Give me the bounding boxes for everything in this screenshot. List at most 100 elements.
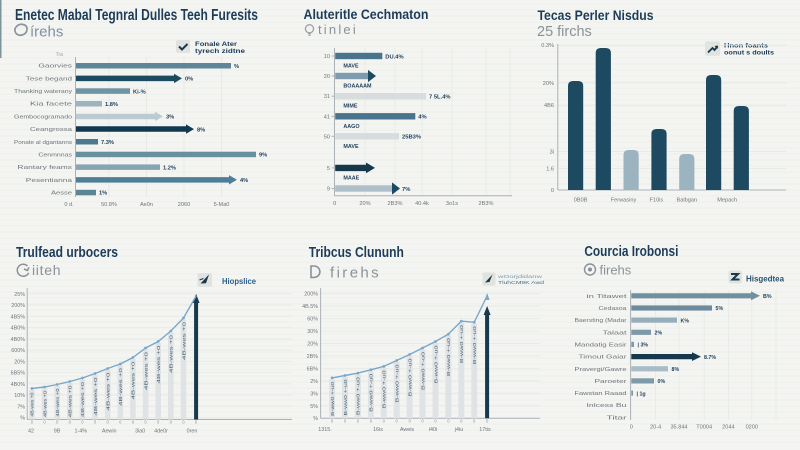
- svg-text:60%: 60%: [307, 317, 318, 323]
- svg-text:Kia facete: Kia facete: [30, 102, 72, 108]
- svg-text:| 3%: | 3%: [638, 343, 649, 349]
- svg-text:T0004: T0004: [696, 425, 712, 431]
- svg-text:Fonale Ater: Fonale Ater: [195, 42, 238, 48]
- svg-text:1%: 1%: [99, 191, 107, 197]
- svg-text:0: 0: [447, 419, 450, 424]
- svg-text:25B3%: 25B3%: [402, 135, 421, 141]
- svg-text:4B0%: 4B0%: [11, 326, 26, 332]
- svg-text:B%: B%: [763, 294, 772, 300]
- svg-text:40.4k: 40.4k: [415, 201, 429, 207]
- svg-text:B-ww0 +-u0: B-ww0 +-u0: [343, 379, 348, 416]
- svg-text:2%: 2%: [310, 379, 318, 385]
- svg-text:4B-wes +0: 4B-wes +0: [156, 345, 161, 384]
- svg-text:6B5%: 6B5%: [11, 371, 26, 377]
- svg-text:1.2%: 1.2%: [163, 165, 176, 171]
- svg-text:0B0B: 0B0B: [574, 198, 588, 204]
- svg-text:4B-wes +0: 4B-wes +0: [106, 372, 111, 411]
- svg-text:1315.: 1315.: [318, 427, 332, 433]
- svg-text:írehs: írehs: [30, 24, 63, 41]
- svg-text:3ia0: 3ia0: [135, 429, 145, 435]
- svg-text:B-ww0 +-u0: B-ww0 +-u0: [459, 324, 464, 363]
- svg-text:TluhCM9K Awd: TluhCM9K Awd: [498, 280, 545, 285]
- svg-text:Hnon foants: Hnon foants: [724, 44, 769, 50]
- svg-text:4B-wes +0: 4B-wes +0: [68, 385, 73, 418]
- svg-text:8.7%: 8.7%: [704, 355, 716, 361]
- svg-text:41: 41: [324, 114, 330, 120]
- svg-text:BOAAAAM: BOAAAAM: [343, 84, 372, 90]
- svg-text:25 firchs: 25 firchs: [537, 24, 592, 40]
- svg-text:0: 0: [370, 419, 373, 424]
- svg-text:2%: 2%: [655, 330, 663, 336]
- svg-text:Thanking waterany: Thanking waterany: [14, 89, 72, 95]
- svg-text:Aesse: Aesse: [51, 191, 72, 197]
- svg-text:B-ww0 +-u0: B-ww0 +-u0: [407, 358, 412, 397]
- svg-text:Gembocogramado: Gembocogramado: [14, 114, 72, 120]
- svg-text:Enetec Mabal Tegnral Dulles Te: Enetec Mabal Tegnral Dulles Teeh Furesit…: [15, 7, 258, 24]
- svg-text:0: 0: [434, 419, 437, 424]
- svg-text:0: 0: [486, 419, 489, 424]
- svg-text:Inlcess Bu: Inlcess Bu: [587, 403, 627, 409]
- svg-text:0: 0: [421, 419, 424, 424]
- svg-text:0: 0: [43, 420, 46, 425]
- svg-text:MAVE: MAVE: [343, 144, 359, 150]
- svg-text:7.3%: 7.3%: [101, 140, 114, 146]
- svg-text:Aweis: Aweis: [400, 427, 415, 433]
- svg-text:0: 0: [331, 419, 334, 424]
- svg-text:0: 0: [195, 420, 198, 425]
- svg-text:B-ww0 +-u0: B-ww0 +-u0: [472, 326, 477, 365]
- svg-text:4B0%: 4B0%: [11, 382, 26, 388]
- svg-text:Rantary feams: Rantary feams: [17, 165, 72, 171]
- svg-text:B-ww0 +-u0: B-ww0 +-u0: [330, 381, 335, 416]
- svg-text:firehs: firehs: [330, 265, 381, 282]
- svg-text:F10is: F10is: [650, 198, 664, 204]
- svg-text:Tese begand: Tese begand: [26, 76, 72, 82]
- svg-text:i40i: i40i: [429, 427, 437, 433]
- svg-text:wOorjdidanw: wOorjdidanw: [498, 274, 543, 279]
- svg-text:3%: 3%: [310, 391, 318, 397]
- svg-text:10: 10: [324, 54, 330, 60]
- svg-text:600%: 600%: [11, 348, 25, 354]
- svg-text:4B-wes +0: 4B-wes +0: [42, 390, 47, 417]
- svg-text:%: %: [234, 64, 239, 70]
- svg-text:Ponate al dgantanns: Ponate al dgantanns: [14, 140, 72, 146]
- svg-text:20%: 20%: [543, 81, 554, 87]
- svg-text:firehs: firehs: [600, 263, 632, 278]
- svg-text:4B-wes +0: 4B-wes +0: [131, 361, 136, 400]
- svg-text:31: 31: [324, 94, 330, 100]
- svg-text:0: 0: [357, 419, 360, 424]
- svg-text:50.8%: 50.8%: [101, 202, 117, 208]
- svg-text:oonut s doults: oonut s doults: [724, 51, 775, 57]
- svg-text:17tis: 17tis: [479, 427, 491, 433]
- svg-text:Mandatig Easir: Mandatig Easir: [575, 342, 627, 348]
- svg-text:Aewin: Aewin: [102, 429, 117, 435]
- svg-text:4B6: 4B6: [544, 103, 554, 109]
- svg-text:9: 9: [327, 187, 330, 193]
- svg-text:7%: 7%: [402, 187, 410, 193]
- svg-text:0: 0: [333, 201, 336, 207]
- svg-text:Courcia Irobonsi: Courcia Irobonsi: [584, 244, 678, 260]
- svg-text:4de0r: 4de0r: [154, 429, 168, 435]
- svg-text:Tra: Tra: [56, 52, 64, 58]
- svg-text:0: 0: [473, 419, 476, 424]
- svg-text:9B: 9B: [54, 429, 61, 435]
- svg-text:4B-wes +0: 4B-wes +0: [80, 381, 85, 417]
- svg-text:20-4: 20-4: [650, 425, 661, 431]
- svg-text:3i: 3i: [550, 150, 554, 156]
- svg-text:0: 0: [170, 420, 173, 425]
- svg-text:Ki-%: Ki-%: [133, 89, 146, 95]
- svg-text:Fawstan Raaad: Fawstan Raaad: [575, 391, 627, 397]
- svg-text:5%: 5%: [310, 404, 318, 410]
- svg-text:%: %: [313, 416, 318, 422]
- svg-text:4%: 4%: [418, 115, 426, 121]
- svg-text:Ferwasiny: Ferwasiny: [611, 198, 637, 204]
- svg-text:Hiopslice: Hiopslice: [222, 276, 256, 286]
- svg-text:1-4%: 1-4%: [75, 429, 88, 435]
- svg-text:0: 0: [119, 420, 122, 425]
- svg-text:8%: 8%: [672, 367, 680, 373]
- svg-text:0: 0: [107, 420, 110, 425]
- svg-text:Tecas Perler Nisdus: Tecas Perler Nisdus: [538, 7, 654, 23]
- svg-text:0: 0: [157, 420, 160, 425]
- svg-text:iiteh: iiteh: [32, 262, 61, 278]
- svg-text:Balbgan: Balbgan: [677, 198, 698, 204]
- svg-text:0: 0: [460, 419, 463, 424]
